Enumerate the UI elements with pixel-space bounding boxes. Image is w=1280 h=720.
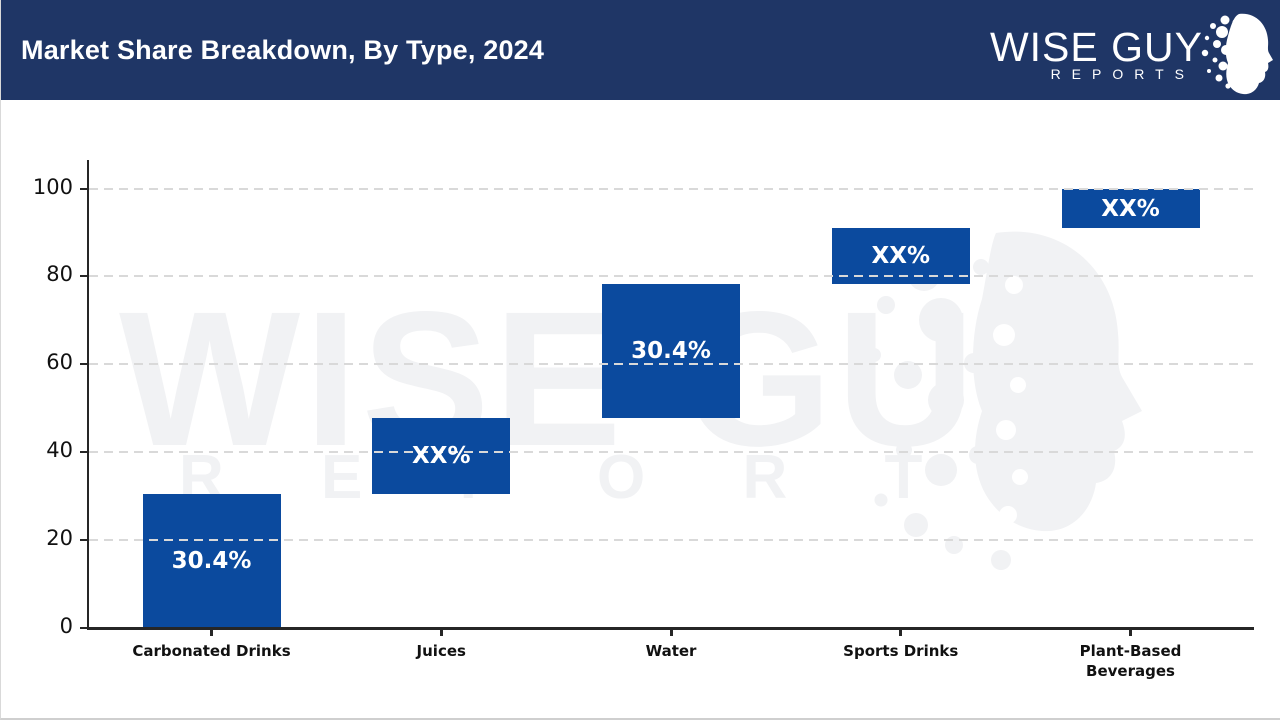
y-axis-line xyxy=(87,160,89,630)
bar-sports-drinks xyxy=(831,228,970,285)
bar-value-label: 30.4% xyxy=(171,548,252,575)
y-axis-tick xyxy=(80,187,88,190)
x-category-label: Plant-Based Beverages xyxy=(1079,642,1182,681)
logo-wordmark: WISE GUY xyxy=(989,24,1203,70)
y-axis-tick-label: 40 xyxy=(46,438,73,463)
y-axis-tick xyxy=(80,275,88,278)
page-title: Market Share Breakdown, By Type, 2024 xyxy=(21,34,545,65)
bar-value-label: 30.4% xyxy=(631,338,711,365)
y-axis-tick-label: 100 xyxy=(32,174,73,199)
x-axis-tick xyxy=(1129,628,1132,636)
x-category-label: Sports Drinks xyxy=(843,642,959,660)
y-axis-tick xyxy=(80,363,88,366)
bar-water xyxy=(602,284,740,418)
y-axis-tick-label: 60 xyxy=(46,350,73,375)
bar-plant-based-beverages xyxy=(1061,189,1200,229)
watermark-subtext: R E P O R T S xyxy=(179,443,1101,512)
gridline-y100 xyxy=(89,187,1254,190)
head-particles-icon xyxy=(1201,13,1273,95)
x-category-label: Juices xyxy=(416,642,466,660)
gridline-y80 xyxy=(89,275,1254,278)
gridline-y40 xyxy=(89,451,1254,454)
y-axis-tick xyxy=(80,451,88,454)
y-axis-tick xyxy=(80,627,88,629)
waterfall-chart: WISE GUY R E P O R T S 0 20 40 60 80 100 30.4%… xyxy=(1,100,1280,718)
bar-value-label: XX% xyxy=(411,443,471,470)
wise-guy-logo: WISE GUY REPORTS xyxy=(989,4,1273,96)
x-axis-tick xyxy=(439,628,443,636)
gridline-y60 xyxy=(89,363,1254,366)
logo-subtext: REPORTS xyxy=(1050,66,1195,82)
bar-value-label: XX% xyxy=(871,243,930,270)
x-axis-tick xyxy=(210,628,213,636)
x-category-label: Carbonated Drinks xyxy=(132,642,291,660)
y-axis-tick xyxy=(80,539,88,542)
x-category-label: Water xyxy=(645,642,697,660)
y-axis-tick-label: 20 xyxy=(46,526,73,551)
header-bar: Market Share Breakdown, By Type, 2024 WI… xyxy=(1,0,1280,100)
gridline-y20 xyxy=(89,539,1254,542)
watermark-head-icon xyxy=(846,229,1142,570)
bar-value-label: XX% xyxy=(1101,195,1160,222)
y-axis-tick-label: 0 xyxy=(59,614,73,638)
x-axis-tick xyxy=(899,628,903,636)
bar-carbonated-drinks xyxy=(142,494,281,628)
y-axis-tick-label: 80 xyxy=(46,262,73,287)
x-axis-tick xyxy=(669,628,673,636)
x-axis-line xyxy=(87,627,1254,630)
bar-juices xyxy=(372,417,511,495)
